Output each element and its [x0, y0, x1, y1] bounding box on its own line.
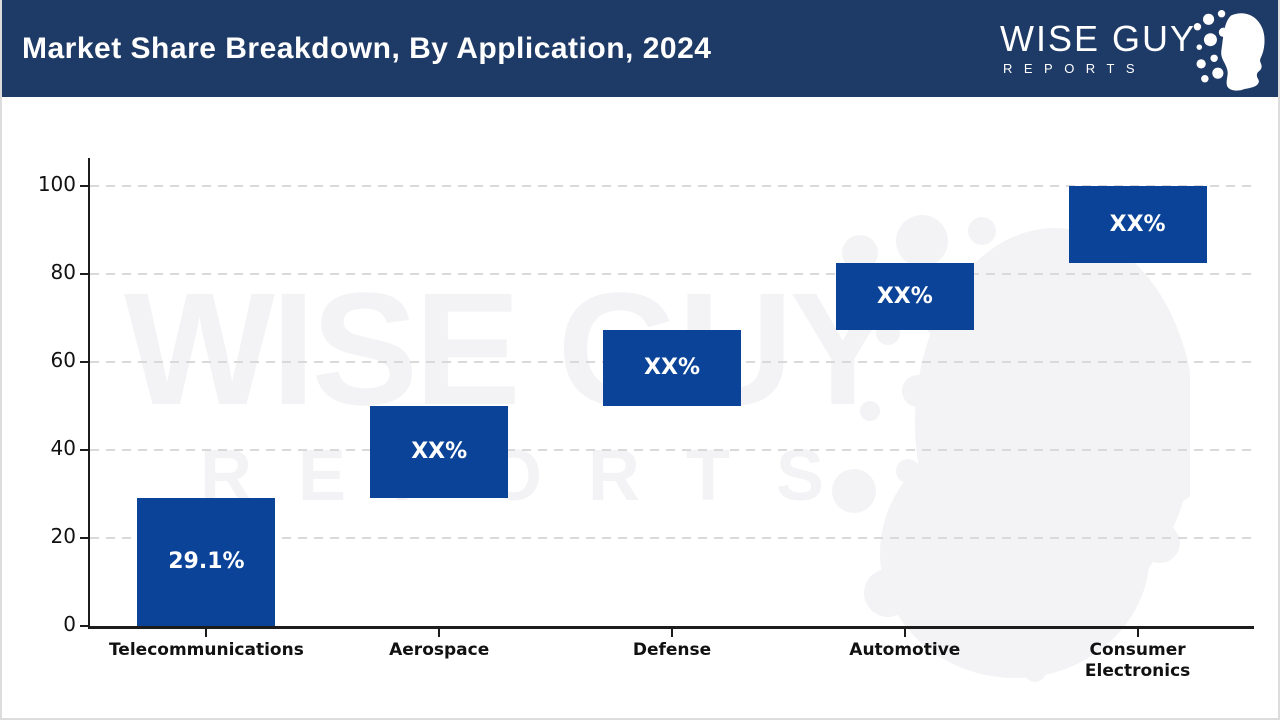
x-tick-mark-4	[1136, 629, 1139, 637]
y-tick-mark-40	[80, 449, 88, 451]
dotted-face-icon	[1193, 9, 1265, 91]
x-axis-line	[88, 626, 1254, 629]
y-tick-label-100: 100	[37, 172, 76, 196]
bar-value-label: XX%	[1109, 212, 1166, 237]
y-axis-line	[88, 158, 90, 629]
y-tick-label-80: 80	[50, 260, 76, 284]
bar-telecommunications: 29.1%	[137, 497, 276, 626]
bar-value-label: XX%	[644, 355, 700, 381]
x-axis-label-text: Aerospace	[389, 640, 490, 660]
page-title: Market Share Breakdown, By Application, …	[22, 31, 712, 65]
bar-automotive: XX%	[835, 263, 974, 330]
gridline-20	[90, 537, 1254, 539]
bar-defense: XX%	[603, 329, 741, 406]
x-axis-label-text: Automotive	[849, 640, 961, 660]
gridline-40	[90, 449, 1254, 451]
y-tick-mark-80	[80, 273, 88, 275]
x-tick-mark-3	[903, 629, 906, 637]
bar-consumer-electronics: XX%	[1068, 186, 1207, 263]
y-tick-mark-20	[80, 537, 88, 539]
gridline-100	[90, 185, 1254, 187]
chart-canvas: WISE GUY REPORTS 0 20 40 60 80 100 Telecommuni…	[2, 97, 1278, 718]
header: Market Share Breakdown, By Application, …	[2, 0, 1278, 97]
bar-value-label: XX%	[876, 283, 933, 309]
bar-value-label: XX%	[411, 439, 468, 465]
bar-aerospace: XX%	[370, 406, 509, 498]
x-axis-label-text: Telecommunications	[108, 640, 304, 660]
x-axis-label-text: Defense	[632, 640, 712, 660]
watermark-wordmark: WISE GUY	[124, 259, 896, 438]
gridline-80	[90, 273, 1254, 275]
y-tick-label-0: 0	[63, 612, 76, 636]
x-tick-mark-0	[205, 629, 208, 637]
brand-logo: WISE GUY REPORTS	[1000, 6, 1268, 92]
y-tick-label-20: 20	[50, 524, 76, 548]
y-tick-label-40: 40	[50, 436, 76, 460]
y-tick-mark-100	[80, 185, 88, 187]
x-axis-label-0: Telecommunications	[109, 640, 304, 661]
logo-wordmark-sub: REPORTS	[1002, 61, 1147, 76]
x-axis-label-4: Consumer Electronics	[1058, 640, 1218, 682]
logo-wordmark: WISE GUY REPORTS	[999, 18, 1196, 77]
x-tick-mark-2	[671, 629, 673, 637]
x-axis-label-1: Aerospace	[359, 640, 519, 661]
x-axis-label-2: Defense	[592, 640, 752, 661]
watermark-face-icon	[832, 215, 1190, 682]
x-axis-label-text: Consumer Electronics	[1084, 640, 1191, 681]
x-tick-mark-1	[438, 629, 441, 637]
y-tick-label-60: 60	[50, 348, 76, 372]
x-axis-label-3: Automotive	[825, 640, 985, 661]
y-tick-mark-0	[80, 625, 88, 627]
waterfall-chart: 0 20 40 60 80 100 Telecommunications Aerospace D…	[2, 97, 1278, 718]
y-tick-mark-60	[80, 361, 88, 363]
logo-wordmark-main: WISE GUY	[999, 18, 1196, 59]
bar-value-label: 29.1%	[168, 549, 245, 575]
